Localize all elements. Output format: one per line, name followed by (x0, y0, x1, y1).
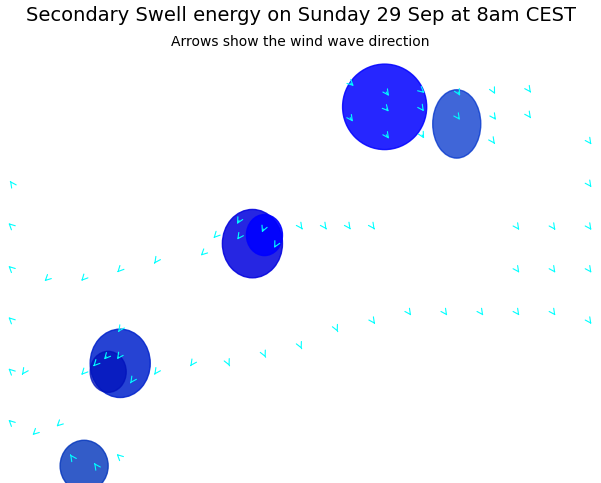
Ellipse shape (246, 214, 282, 256)
Ellipse shape (90, 329, 150, 398)
Text: Secondary Swell energy on Sunday 29 Sep at 8am CEST: Secondary Swell energy on Sunday 29 Sep … (25, 6, 576, 25)
Ellipse shape (343, 64, 427, 150)
Ellipse shape (60, 440, 108, 483)
Ellipse shape (222, 210, 282, 278)
Ellipse shape (433, 90, 481, 158)
Text: Arrows show the wind wave direction: Arrows show the wind wave direction (171, 35, 430, 49)
Ellipse shape (90, 351, 126, 392)
